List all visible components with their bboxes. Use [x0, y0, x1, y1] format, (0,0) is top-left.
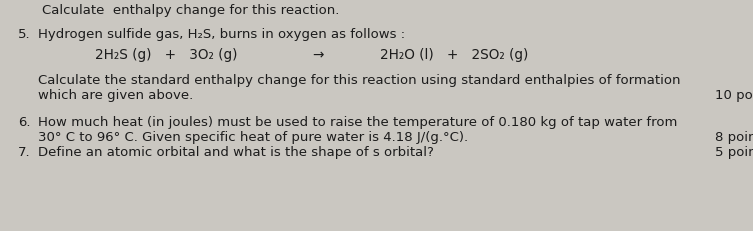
Text: How much heat (in joules) must be used to raise the temperature of 0.180 kg of t: How much heat (in joules) must be used t…: [38, 116, 678, 128]
Text: →: →: [312, 48, 323, 62]
Text: 5 points: 5 points: [715, 145, 753, 158]
Text: 5.: 5.: [18, 28, 31, 41]
Text: which are given above.: which are given above.: [38, 89, 194, 102]
Text: Define an atomic orbital and what is the shape of s orbital?: Define an atomic orbital and what is the…: [38, 145, 434, 158]
Text: 8 points: 8 points: [715, 131, 753, 143]
Text: 30° C to 96° C. Given specific heat of pure water is 4.18 J/(g.°C).: 30° C to 96° C. Given specific heat of p…: [38, 131, 468, 143]
Text: 2H₂O (l)   +   2SO₂ (g): 2H₂O (l) + 2SO₂ (g): [380, 48, 529, 62]
Text: Calculate the standard enthalpy change for this reaction using standard enthalpi: Calculate the standard enthalpy change f…: [38, 74, 681, 87]
Text: 7.: 7.: [18, 145, 31, 158]
Text: 6.: 6.: [18, 116, 31, 128]
Text: 10 points: 10 points: [715, 89, 753, 102]
Text: 2H₂S (g)   +   3O₂ (g): 2H₂S (g) + 3O₂ (g): [95, 48, 237, 62]
Text: Hydrogen sulfide gas, H₂S, burns in oxygen as follows :: Hydrogen sulfide gas, H₂S, burns in oxyg…: [38, 28, 405, 41]
Text: Calculate  enthalpy change for this reaction.: Calculate enthalpy change for this react…: [42, 4, 340, 17]
